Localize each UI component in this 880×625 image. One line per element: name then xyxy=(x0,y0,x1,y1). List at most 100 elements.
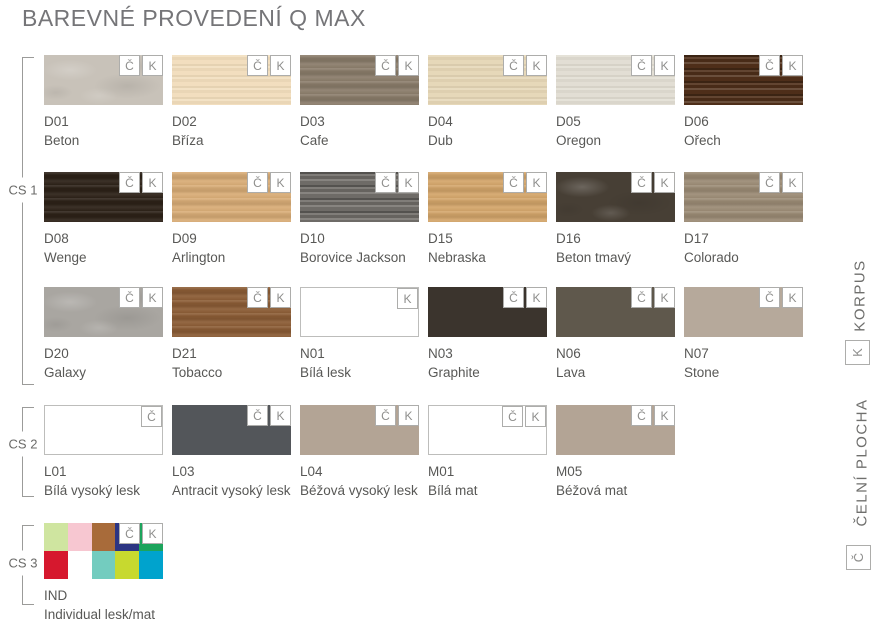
badge-korpus: K xyxy=(654,55,675,76)
badge-korpus: K xyxy=(142,55,163,76)
badge-celni-plocha: Č xyxy=(503,287,524,308)
swatch-cell: Č K D01 Beton xyxy=(44,55,163,150)
swatch-cell: Č K L03 Antracit vysoký lesk xyxy=(172,405,291,500)
swatch-name: Oregon xyxy=(556,133,602,148)
swatch-name: Tobacco xyxy=(172,365,223,380)
badge-korpus: K xyxy=(398,55,419,76)
individual-color-square xyxy=(91,551,116,579)
swatch-cell: Č K D03 Cafe xyxy=(300,55,419,150)
swatch-cell: Č K D20 Galaxy xyxy=(44,287,163,382)
swatch-name: Lava xyxy=(556,365,586,380)
badge-korpus: K xyxy=(654,405,675,426)
badge-celni-plocha: Č xyxy=(247,405,268,426)
swatch-cell: Č K M05 Béžová mat xyxy=(556,405,675,500)
badge-korpus: K xyxy=(526,172,547,193)
swatch-code: D09 xyxy=(172,231,197,246)
swatch-code: IND xyxy=(44,588,68,603)
badge-korpus: K xyxy=(270,172,291,193)
individual-color-square xyxy=(139,551,163,579)
badge-korpus: K xyxy=(398,172,419,193)
group-bracket-cs2: CS 2 xyxy=(2,407,44,497)
swatch-cell: Č K D17 Colorado xyxy=(684,172,803,267)
badge-celni-plocha: Č xyxy=(119,172,140,193)
swatch-name: Galaxy xyxy=(44,365,87,380)
individual-colors-grid xyxy=(44,523,163,579)
badge-korpus: K xyxy=(782,172,803,193)
swatch-cell: Č K D16 Beton tmavý xyxy=(556,172,675,267)
swatch-cell: Č K D06 Ořech xyxy=(684,55,803,150)
badge-celni-plocha: Č xyxy=(119,523,140,544)
badge-korpus: K xyxy=(526,287,547,308)
badge-korpus: K xyxy=(142,172,163,193)
swatch-code: D04 xyxy=(428,114,453,129)
swatch-code: D05 xyxy=(556,114,581,129)
swatch-cell: Č K N07 Stone xyxy=(684,287,803,382)
group-label-cs1: CS 1 xyxy=(2,177,44,203)
individual-color-square xyxy=(67,523,92,551)
swatch-name: Bílá lesk xyxy=(300,365,352,380)
swatch-name: Bílá vysoký lesk xyxy=(44,483,141,498)
swatch-name: Colorado xyxy=(684,250,739,265)
swatch-name: Bílá mat xyxy=(428,483,478,498)
swatch-l01: Č xyxy=(44,405,163,455)
swatch-name: Arlington xyxy=(172,250,226,265)
swatch-name: Ořech xyxy=(684,133,721,148)
individual-color-square xyxy=(44,523,68,551)
badge-korpus: K xyxy=(654,172,675,193)
swatch-name: Cafe xyxy=(300,133,329,148)
swatch-code: L03 xyxy=(172,464,195,479)
badge-korpus: K xyxy=(782,287,803,308)
badge-celni-plocha: Č xyxy=(759,287,780,308)
swatch-code: N01 xyxy=(300,346,325,361)
swatch-cell: Č K M01 Bílá mat xyxy=(428,405,547,500)
legend-korpus-label: KORPUS xyxy=(851,259,869,332)
swatch-cell: Č K D05 Oregon xyxy=(556,55,675,150)
swatch-cell: Č K D08 Wenge xyxy=(44,172,163,267)
badge-korpus: K xyxy=(526,55,547,76)
badge-celni-plocha: Č xyxy=(502,406,523,427)
badge-celni-plocha: Č xyxy=(631,405,652,426)
badge-korpus: K xyxy=(654,287,675,308)
badge-celni-plocha: Č xyxy=(759,55,780,76)
swatch-cell: Č K D09 Arlington xyxy=(172,172,291,267)
swatch-cell: Č K N06 Lava xyxy=(556,287,675,382)
swatch-code: D21 xyxy=(172,346,197,361)
swatch-cell: Č K N03 Graphite xyxy=(428,287,547,382)
swatch-row: Č L01 Bílá vysoký lesk Č K L03 Antracit vysoký… xyxy=(44,405,675,500)
group-bracket-cs1: CS 1 xyxy=(2,57,44,385)
swatch-code: D17 xyxy=(684,231,709,246)
swatch-code: D10 xyxy=(300,231,325,246)
swatch-row: Č K D01 Beton Č K D02 Bříza Č K D03 Cafe Č K D04 Dub Č K D… xyxy=(44,55,803,150)
badge-celni-plocha: Č xyxy=(503,55,524,76)
swatch-cell: Č K D04 Dub xyxy=(428,55,547,150)
swatch-cell: Č K D15 Nebraska xyxy=(428,172,547,267)
badge-korpus: K xyxy=(398,405,419,426)
swatch-badges: Č xyxy=(141,406,162,427)
